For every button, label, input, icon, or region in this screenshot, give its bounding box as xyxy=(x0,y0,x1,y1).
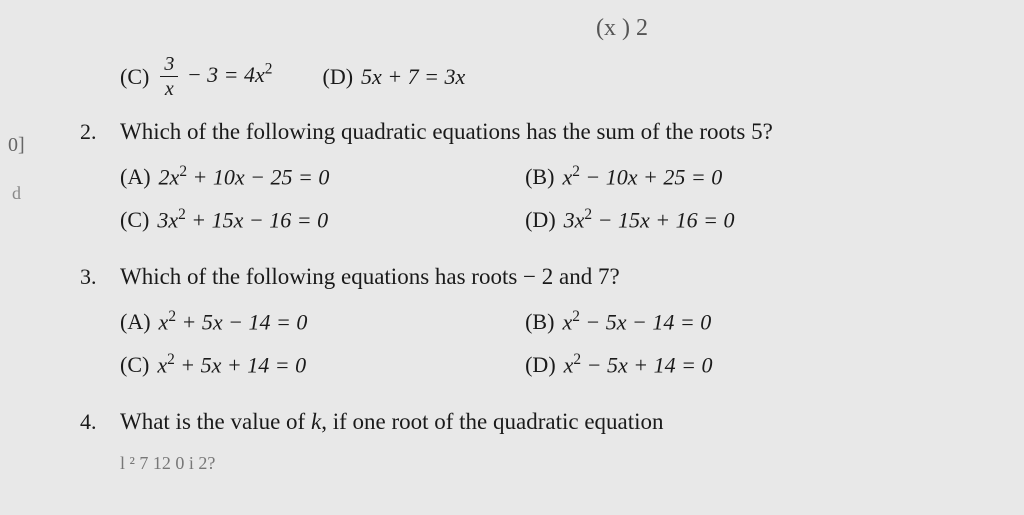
option-math: 2x2 + 10x − 25 = 0 xyxy=(159,160,330,193)
question-number: 3. xyxy=(80,260,120,295)
question-3: 3. Which of the following equations has … xyxy=(80,260,964,295)
question-4: 4. What is the value of k, if one root o… xyxy=(80,405,964,440)
option-math: 3x2 − 15x + 16 = 0 xyxy=(564,203,735,236)
option-math: x2 − 10x + 25 = 0 xyxy=(562,160,722,193)
q2-option-d: (D) 3x2 − 15x + 16 = 0 xyxy=(525,203,930,236)
option-math: 5x + 7 = 3x xyxy=(361,60,465,93)
partial-text-bottom: l ² 7 12 0 i 2? xyxy=(120,450,964,477)
math-rest: − 3 = 4x2 xyxy=(187,62,273,87)
option-math: x2 − 5x + 14 = 0 xyxy=(564,348,713,381)
q2-option-c: (C) 3x2 + 15x − 16 = 0 xyxy=(120,203,525,236)
option-math: x2 + 5x + 14 = 0 xyxy=(157,348,306,381)
option-label: (B) xyxy=(525,305,554,338)
option-label: (C) xyxy=(120,60,149,93)
q3-option-a: (A) x2 + 5x − 14 = 0 xyxy=(120,305,525,338)
question-number: 4. xyxy=(80,405,120,440)
q1-option-c: (C) 3 x − 3 = 4x2 xyxy=(120,54,273,99)
option-label: (D) xyxy=(323,60,354,93)
option-math: 3x2 + 15x − 16 = 0 xyxy=(157,203,328,236)
q2-option-a: (A) 2x2 + 10x − 25 = 0 xyxy=(120,160,525,193)
question-text: Which of the following quadratic equatio… xyxy=(120,115,964,150)
option-label: (B) xyxy=(525,160,554,193)
q3-options: (A) x2 + 5x − 14 = 0 (B) x2 − 5x − 14 = … xyxy=(120,305,964,392)
q1-option-d: (D) 5x + 7 = 3x xyxy=(323,60,466,93)
fraction: 3 x xyxy=(160,54,178,99)
q1-options-row: (C) 3 x − 3 = 4x2 (D) 5x + 7 = 3x xyxy=(120,54,964,99)
q2-options: (A) 2x2 + 10x − 25 = 0 (B) x2 − 10x + 25… xyxy=(120,160,964,247)
q3-option-c: (C) x2 + 5x + 14 = 0 xyxy=(120,348,525,381)
partial-text-top: (x ) 2 xyxy=(80,10,964,46)
option-label: (C) xyxy=(120,203,149,236)
option-math: 3 x − 3 = 4x2 xyxy=(157,54,272,99)
question-text: What is the value of k, if one root of t… xyxy=(120,405,964,440)
option-label: (C) xyxy=(120,348,149,381)
option-label: (A) xyxy=(120,160,151,193)
question-number: 2. xyxy=(80,115,120,150)
margin-annotation-2: d xyxy=(12,180,21,207)
frac-numerator: 3 xyxy=(160,54,178,77)
option-math: x2 − 5x − 14 = 0 xyxy=(562,305,711,338)
option-label: (D) xyxy=(525,348,556,381)
q2-option-b: (B) x2 − 10x + 25 = 0 xyxy=(525,160,930,193)
q3-option-d: (D) x2 − 5x + 14 = 0 xyxy=(525,348,930,381)
option-math: x2 + 5x − 14 = 0 xyxy=(159,305,308,338)
margin-annotation: 0] xyxy=(8,130,25,160)
frac-denominator: x xyxy=(161,77,178,99)
option-label: (A) xyxy=(120,305,151,338)
question-2: 2. Which of the following quadratic equa… xyxy=(80,115,964,150)
question-text: Which of the following equations has roo… xyxy=(120,260,964,295)
option-label: (D) xyxy=(525,203,556,236)
q3-option-b: (B) x2 − 5x − 14 = 0 xyxy=(525,305,930,338)
